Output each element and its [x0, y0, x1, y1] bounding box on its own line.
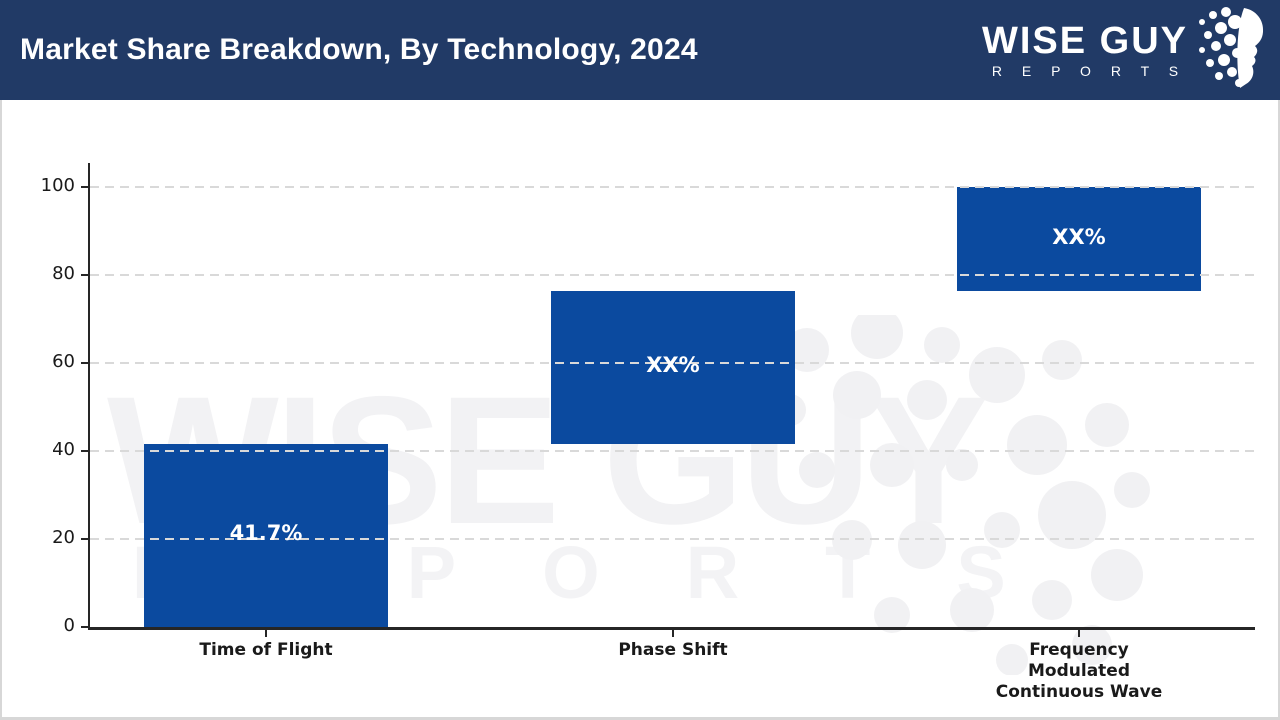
x-axis-tick [672, 629, 674, 637]
bar-value-label: XX% [646, 353, 700, 378]
gridline [90, 362, 1255, 364]
bar-value-label: XX% [1052, 225, 1106, 250]
bar [957, 187, 1201, 292]
bar-value-label: 41.7% [229, 521, 303, 546]
x-axis-category-label: Time of Flight [199, 640, 333, 660]
x-axis-spine [88, 627, 1255, 630]
y-axis-spine [88, 163, 90, 629]
y-axis-tick-label: 20 [52, 527, 75, 548]
logo-wordmark-text: WISE GUY [981, 20, 1188, 62]
logo-wordmark: WISE GUY R E P O R T S [982, 21, 1188, 79]
logo-subtext: R E P O R T S [991, 63, 1187, 79]
y-axis-tick-label: 100 [40, 175, 75, 196]
gridline [90, 274, 1255, 276]
y-axis-tick [81, 626, 90, 628]
x-axis-tick [1078, 629, 1080, 637]
logo-face-icon [1199, 7, 1264, 88]
y-axis-tick-label: 40 [52, 439, 75, 460]
brand-logo: WISE GUY R E P O R T S [982, 6, 1266, 94]
watermark-face-icon [774, 315, 1150, 675]
chart-plot-area: 41.7% XX% XX% 0 20 40 60 80 100 Time of Flight Pha… [2, 100, 1278, 717]
y-axis-tick [81, 450, 90, 452]
page-title: Market Share Breakdown, By Technology, 2… [20, 33, 698, 66]
bar [551, 291, 795, 444]
y-axis-tick [81, 186, 90, 188]
y-axis-tick-label: 60 [52, 351, 75, 372]
gridline [90, 450, 1255, 452]
x-axis-category-label: Frequency Modulated Continuous Wave [995, 640, 1163, 702]
chart-body: WISE GUY REPORTS 41.7% XX% XX% 0 20 40 60 80 100… [0, 100, 1280, 720]
y-axis-tick [81, 362, 90, 364]
gridline [90, 186, 1255, 188]
y-axis-tick [81, 274, 90, 276]
gridline [90, 538, 1255, 540]
y-axis-tick [81, 538, 90, 540]
x-axis-tick [265, 629, 267, 637]
x-axis-category-label: Phase Shift [618, 640, 728, 660]
header-bar: Market Share Breakdown, By Technology, 2… [0, 0, 1280, 100]
bar [144, 443, 388, 627]
y-axis-tick-label: 80 [52, 263, 75, 284]
y-axis-tick-label: 0 [63, 615, 75, 636]
